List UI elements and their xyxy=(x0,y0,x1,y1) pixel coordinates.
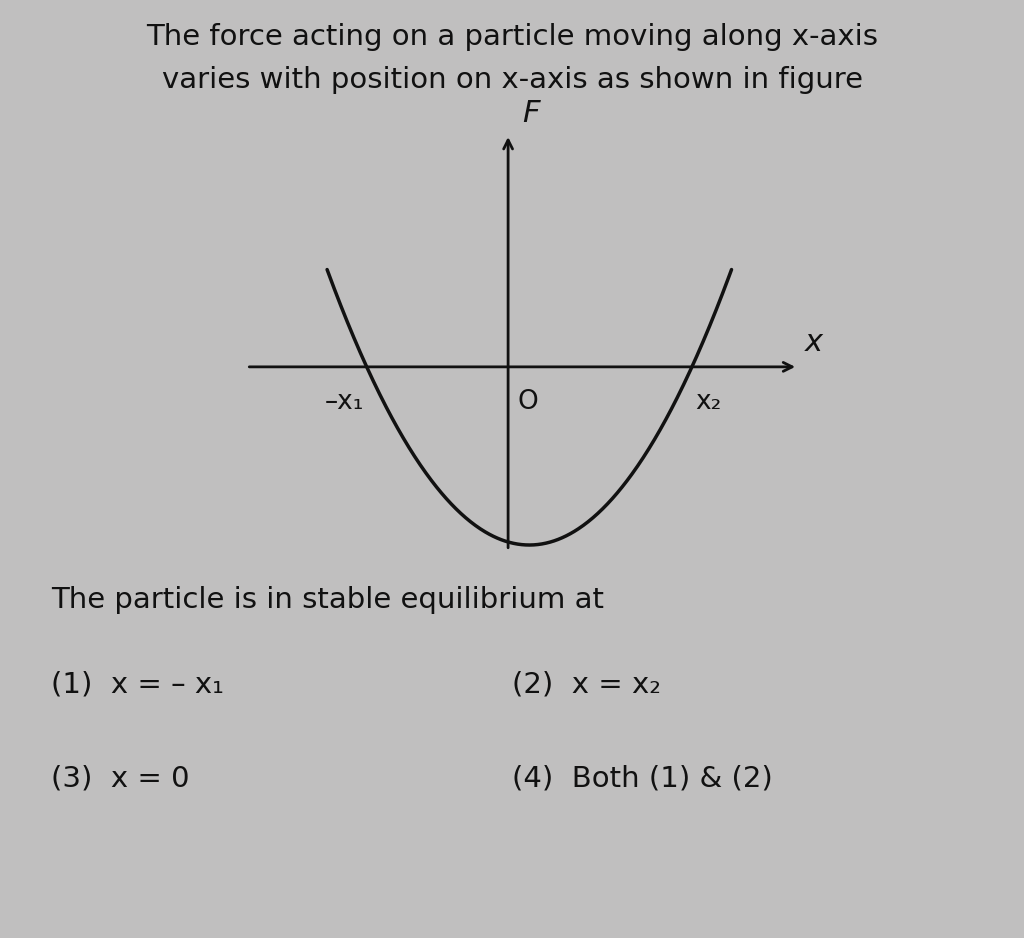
Text: varies with position on x-axis as shown in figure: varies with position on x-axis as shown … xyxy=(162,66,862,94)
Text: (2)  x = x₂: (2) x = x₂ xyxy=(512,671,662,699)
Text: (4)  Both (1) & (2): (4) Both (1) & (2) xyxy=(512,764,773,793)
Text: x: x xyxy=(805,328,823,357)
Text: O: O xyxy=(518,389,539,415)
Text: (3)  x = 0: (3) x = 0 xyxy=(51,764,189,793)
Text: (1)  x = – x₁: (1) x = – x₁ xyxy=(51,671,224,699)
Text: The particle is in stable equilibrium at: The particle is in stable equilibrium at xyxy=(51,586,604,614)
Text: The force acting on a particle moving along x-axis: The force acting on a particle moving al… xyxy=(146,23,878,52)
Text: –x₁: –x₁ xyxy=(325,389,364,415)
Text: x₂: x₂ xyxy=(694,389,721,415)
Text: F: F xyxy=(522,99,540,129)
